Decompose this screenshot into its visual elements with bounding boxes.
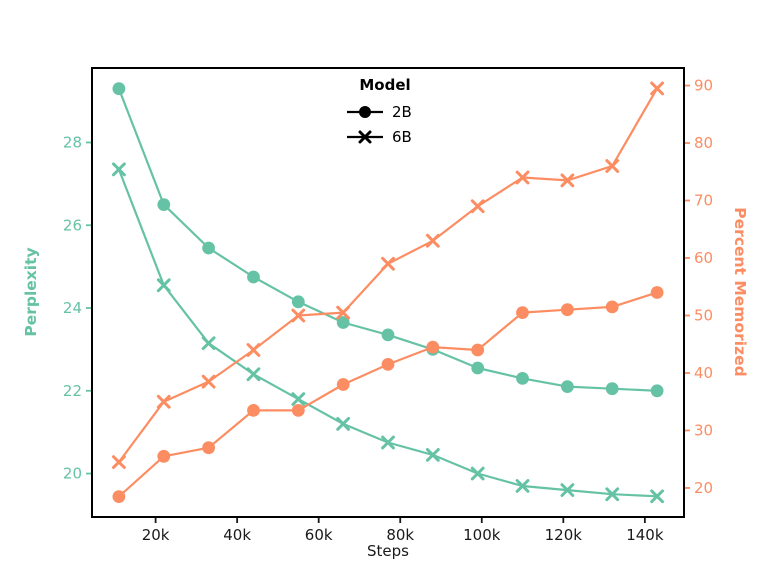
series-2b-perplexity: [112, 82, 664, 398]
series-2b-percent-memorized: [112, 286, 664, 503]
right-tick-label: 60: [694, 249, 713, 267]
data-point-x: [156, 278, 171, 293]
data-point-x: [470, 466, 485, 481]
data-point-x: [381, 256, 395, 271]
plot-border: [91, 67, 685, 518]
data-point-circle: [112, 82, 126, 96]
data-point-circle: [157, 449, 171, 463]
axis-layer: 20k 40k 60k 80k 100k 120k 140k 20 22 24 26 28 20 30 40…: [63, 77, 713, 544]
series-layer: [112, 81, 664, 504]
data-point-x: [291, 308, 306, 323]
data-point-circle: [650, 384, 664, 398]
x-tick-label: 120k: [545, 526, 583, 544]
data-point-circle: [247, 270, 260, 284]
left-axis-label: Perplexity: [22, 247, 40, 336]
data-point-x: [515, 479, 530, 493]
legend: Model 2B 6B: [347, 76, 412, 146]
data-point-circle: [605, 382, 619, 396]
legend-handles: [347, 106, 383, 144]
x-tick-label: 40k: [223, 526, 251, 544]
data-point-circle: [202, 241, 216, 255]
data-point-circle: [336, 316, 350, 329]
data-point-x: [112, 455, 126, 469]
data-point-circle: [426, 340, 440, 354]
data-point-circle: [561, 303, 574, 317]
legend-label-2b: 2B: [392, 103, 412, 121]
legend-label-6b: 6B: [392, 128, 412, 146]
left-tick-label: 26: [63, 216, 82, 234]
data-point-x: [336, 305, 351, 320]
data-point-circle: [605, 300, 619, 314]
data-point-circle: [247, 404, 260, 417]
data-point-circle: [157, 198, 171, 212]
data-point-x: [560, 483, 575, 498]
right-tick-label: 20: [694, 479, 713, 497]
data-point-circle: [202, 441, 216, 455]
data-point-x: [605, 159, 620, 173]
right-tick-label: 30: [694, 421, 713, 439]
right-tick-label: 80: [694, 134, 713, 152]
data-point-circle: [291, 404, 305, 417]
right-tick-label: 50: [694, 306, 713, 324]
series-6b-perplexity: [112, 162, 664, 504]
data-point-x: [650, 81, 664, 96]
right-tick-label: 70: [694, 192, 713, 210]
right-tick-label: 40: [694, 364, 713, 382]
x-tick-label: 100k: [463, 526, 501, 544]
data-point-x: [112, 162, 126, 177]
right-axis-label: Percent Memorized: [731, 207, 749, 376]
x-tick-label: 80k: [386, 526, 414, 544]
data-point-x: [336, 416, 351, 431]
data-point-x: [425, 448, 440, 462]
data-point-circle: [291, 295, 305, 309]
data-point-x: [201, 336, 216, 351]
legend-handle-circle: [359, 106, 371, 118]
left-tick-label: 28: [63, 133, 82, 151]
data-point-x: [156, 394, 171, 409]
data-point-circle: [516, 306, 529, 319]
right-tick-label: 90: [694, 77, 713, 95]
data-point-circle: [381, 358, 395, 371]
data-point-circle: [471, 361, 485, 375]
series-6b-percent-memorized: [112, 81, 664, 469]
data-point-circle: [336, 378, 350, 391]
data-point-circle: [381, 328, 395, 342]
x-axis-label: Steps: [367, 542, 409, 560]
left-tick-label: 22: [63, 382, 82, 400]
data-point-circle: [561, 380, 574, 393]
data-point-x: [246, 367, 261, 382]
x-tick-label: 60k: [305, 526, 333, 544]
data-point-x: [650, 489, 664, 504]
data-point-circle: [650, 286, 664, 299]
data-point-x: [246, 343, 261, 357]
data-point-x: [201, 374, 216, 389]
data-point-x: [515, 170, 530, 185]
data-point-x: [560, 173, 575, 188]
data-point-circle: [471, 343, 485, 357]
left-tick-label: 24: [63, 299, 82, 317]
x-tick-label: 140k: [626, 526, 664, 544]
data-point-x: [291, 392, 306, 406]
data-point-x: [381, 435, 395, 450]
data-point-circle: [112, 490, 126, 503]
legend-handle-x: [358, 130, 372, 144]
data-point-x: [425, 233, 440, 248]
data-point-x: [605, 487, 620, 502]
left-tick-label: 20: [63, 465, 82, 483]
data-point-x: [470, 199, 485, 214]
data-point-circle: [516, 372, 529, 385]
legend-title: Model: [359, 76, 410, 94]
x-tick-label: 20k: [142, 526, 170, 544]
